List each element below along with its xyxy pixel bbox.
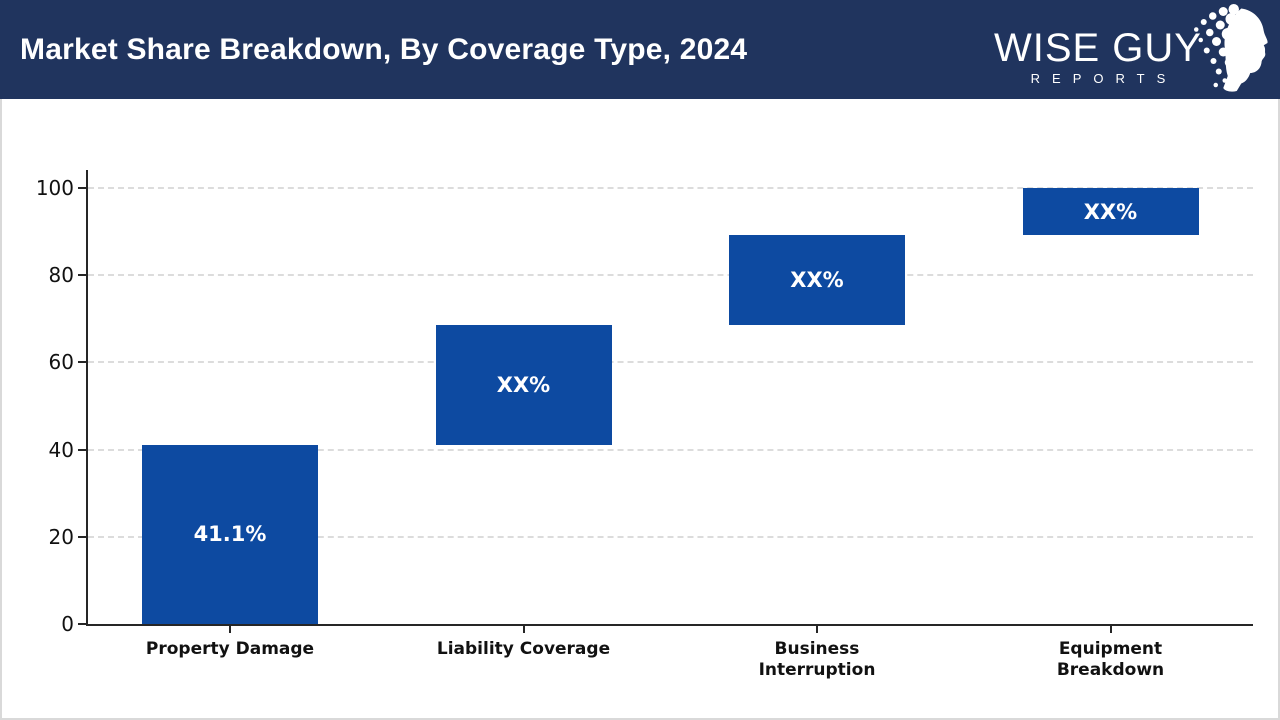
wiseguy-logo-line2: REPORTS: [1030, 70, 1178, 86]
header-bar: Market Share Breakdown, By Coverage Type…: [0, 0, 1280, 99]
y-tick-label-0: 0: [61, 612, 74, 636]
y-tick-label-80: 80: [48, 263, 74, 288]
x-tick-liability-coverage: [522, 626, 525, 633]
x-tick-business-interruption: [816, 626, 818, 633]
gridline-20: [88, 535, 1253, 538]
page-title: Market Share Breakdown, By Coverage Type…: [20, 32, 748, 66]
gridline-40: [88, 448, 1253, 451]
y-tick-40: [78, 448, 86, 451]
x-tick-label-business-interruption: Business Interruption: [758, 639, 876, 680]
y-tick-100: [78, 187, 86, 189]
y-axis-spine: [86, 170, 88, 626]
bar-liability-coverage: XX%: [435, 325, 612, 445]
x-tick-label-equipment-breakdown: Equipment Breakdown: [1056, 639, 1165, 680]
y-tick-label-40: 40: [48, 437, 74, 462]
x-tick-label-property-damage: Property Damage: [145, 639, 315, 659]
bar-business-interruption: XX%: [729, 235, 905, 326]
gridline-80: [88, 274, 1253, 277]
y-tick-0: [78, 623, 86, 625]
x-tick-property-damage: [229, 626, 231, 633]
y-tick-label-100: 100: [35, 176, 74, 200]
gridline-60: [88, 361, 1253, 364]
wiseguy-face-icon: [1194, 4, 1268, 92]
x-tick-equipment-breakdown: [1109, 626, 1112, 633]
y-tick-label-60: 60: [48, 350, 74, 375]
y-tick-80: [78, 274, 86, 277]
wiseguy-logo: WISE GUY REPORTS: [994, 4, 1272, 94]
wiseguy-logo-text: WISE GUY REPORTS: [994, 27, 1202, 86]
x-axis-spine: [86, 624, 1253, 626]
gridline-100: [88, 187, 1253, 189]
y-tick-60: [78, 361, 86, 364]
x-tick-label-liability-coverage: Liability Coverage: [436, 639, 611, 659]
y-tick-label-20: 20: [48, 524, 74, 549]
wiseguy-logo-line1: WISE GUY: [993, 25, 1202, 70]
bar-equipment-breakdown: XX%: [1022, 188, 1199, 236]
bar-property-damage: 41.1%: [142, 444, 318, 624]
y-tick-20: [78, 535, 86, 538]
